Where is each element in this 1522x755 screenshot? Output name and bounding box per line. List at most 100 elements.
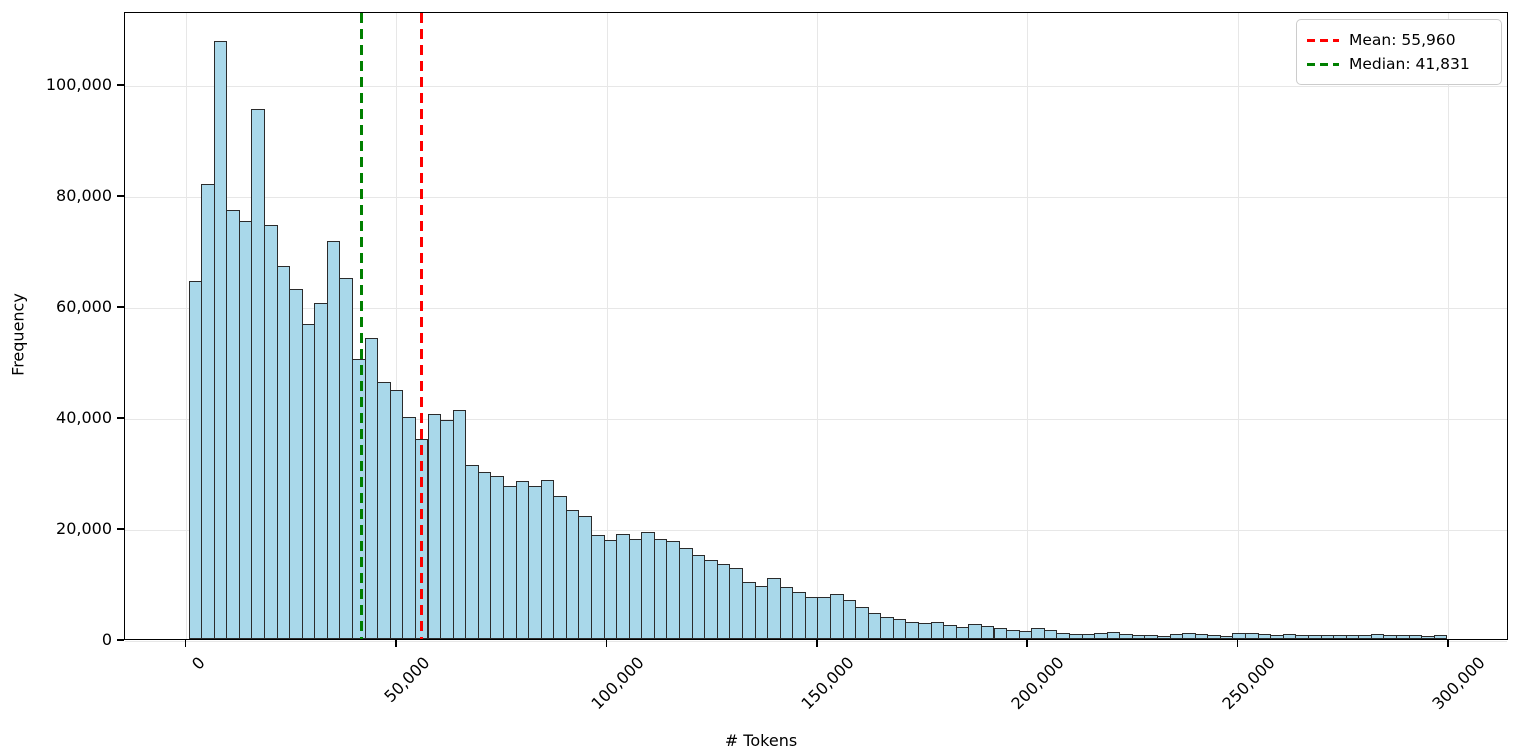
gridline-vertical xyxy=(606,13,608,639)
histogram-bar xyxy=(804,596,819,639)
x-axis-title: # Tokens xyxy=(724,731,798,750)
histogram-bar xyxy=(704,559,718,639)
histogram-bar xyxy=(1421,635,1435,639)
median-line-swatch-icon xyxy=(1307,62,1339,66)
y-tick-label: 40,000 xyxy=(56,408,112,428)
gridline-vertical xyxy=(1448,13,1449,639)
histogram-bar xyxy=(1219,635,1234,639)
histogram-bar xyxy=(289,288,303,639)
mean-line-swatch-icon xyxy=(1307,38,1339,42)
mean-line xyxy=(419,13,423,639)
gridline-vertical xyxy=(396,13,398,639)
histogram-bar xyxy=(578,516,592,639)
gridline-horizontal xyxy=(125,530,1507,532)
histogram-bar xyxy=(679,548,693,639)
x-tick-label: 50,000 xyxy=(380,653,434,707)
median-line xyxy=(360,13,364,639)
histogram-bar xyxy=(993,628,1008,639)
histogram-bar xyxy=(490,475,504,639)
histogram-bar xyxy=(1094,633,1108,639)
histogram-bar xyxy=(829,594,844,639)
histogram-bar xyxy=(867,613,882,639)
histogram-bar xyxy=(779,586,794,639)
histogram-bar xyxy=(817,596,831,639)
histogram-bar xyxy=(540,480,555,639)
histogram-bar xyxy=(741,582,756,639)
histogram-bar xyxy=(1207,635,1221,639)
histogram-bar xyxy=(918,623,932,639)
histogram-bar xyxy=(691,554,706,639)
histogram-bar xyxy=(402,417,416,639)
histogram-bar xyxy=(565,510,580,639)
histogram-bar xyxy=(515,480,530,639)
histogram-bar xyxy=(1131,635,1146,639)
histogram-bar xyxy=(842,600,857,639)
gridline-horizontal xyxy=(125,197,1507,199)
histogram-bar xyxy=(251,109,265,639)
histogram-bar xyxy=(1307,634,1322,639)
histogram-bar xyxy=(729,568,743,639)
histogram-bar xyxy=(653,538,668,639)
x-tick-label: 0 xyxy=(187,653,209,674)
histogram-bar xyxy=(792,592,806,639)
legend-entry-mean: Mean: 55,960 xyxy=(1307,28,1491,52)
histogram-bar xyxy=(1182,633,1196,639)
x-tick-label: 300,000 xyxy=(1428,653,1489,714)
histogram-bar xyxy=(855,606,869,639)
histogram-bar xyxy=(352,359,366,639)
histogram-bar xyxy=(955,627,970,639)
histogram-bar xyxy=(930,621,945,639)
x-tick xyxy=(1447,640,1449,647)
histogram-bar xyxy=(1144,635,1158,639)
histogram-bar xyxy=(1119,634,1133,639)
y-tick xyxy=(117,417,124,419)
histogram-bar xyxy=(326,241,341,639)
histogram-bar xyxy=(1408,635,1423,639)
histogram-bar xyxy=(477,472,492,639)
histogram-bar xyxy=(339,277,354,639)
histogram-bar xyxy=(213,40,228,639)
x-tick xyxy=(1236,640,1239,647)
histogram-bar xyxy=(1232,632,1247,639)
histogram-bar xyxy=(1043,630,1058,639)
y-tick-label: 80,000 xyxy=(56,186,112,206)
histogram-bar xyxy=(440,420,454,639)
histogram-bar xyxy=(1358,635,1372,639)
histogram-bar xyxy=(188,281,203,639)
legend-entry-median: Median: 41,831 xyxy=(1307,52,1491,76)
histogram-bar xyxy=(616,534,630,639)
histogram-bar xyxy=(502,485,517,639)
legend-label-median: Median: 41,831 xyxy=(1349,55,1470,73)
histogram-bar xyxy=(591,534,605,639)
histogram-bar xyxy=(641,532,655,639)
histogram-bar xyxy=(1282,634,1297,639)
histogram-bar xyxy=(1320,635,1335,639)
histogram-bar xyxy=(892,619,907,639)
histogram-bar xyxy=(1068,634,1083,639)
histogram-bar xyxy=(427,413,442,639)
histogram-bar xyxy=(767,577,781,639)
y-tick xyxy=(117,84,124,86)
histogram-bar xyxy=(1396,634,1410,639)
histogram-bar xyxy=(1270,634,1284,639)
histogram-bar xyxy=(1257,634,1272,639)
y-tick xyxy=(117,195,124,197)
histogram-bar xyxy=(301,324,316,639)
x-tick-label: 200,000 xyxy=(1007,653,1068,714)
histogram-bar xyxy=(465,464,479,639)
gridline-horizontal xyxy=(125,86,1507,88)
x-tick xyxy=(816,640,818,647)
histogram-bar xyxy=(314,303,328,639)
x-tick xyxy=(1026,640,1028,647)
histogram-bar xyxy=(238,221,253,639)
x-tick-label: 150,000 xyxy=(797,653,858,714)
y-tick-label: 20,000 xyxy=(56,519,112,539)
histogram-bar xyxy=(628,538,643,639)
y-tick xyxy=(117,639,124,641)
histogram-bar xyxy=(1345,635,1360,639)
gridline-vertical xyxy=(1027,13,1029,639)
x-tick xyxy=(184,640,187,647)
histogram-bar xyxy=(377,381,391,639)
histogram-bar xyxy=(201,184,215,639)
histogram-bar xyxy=(1018,631,1033,639)
